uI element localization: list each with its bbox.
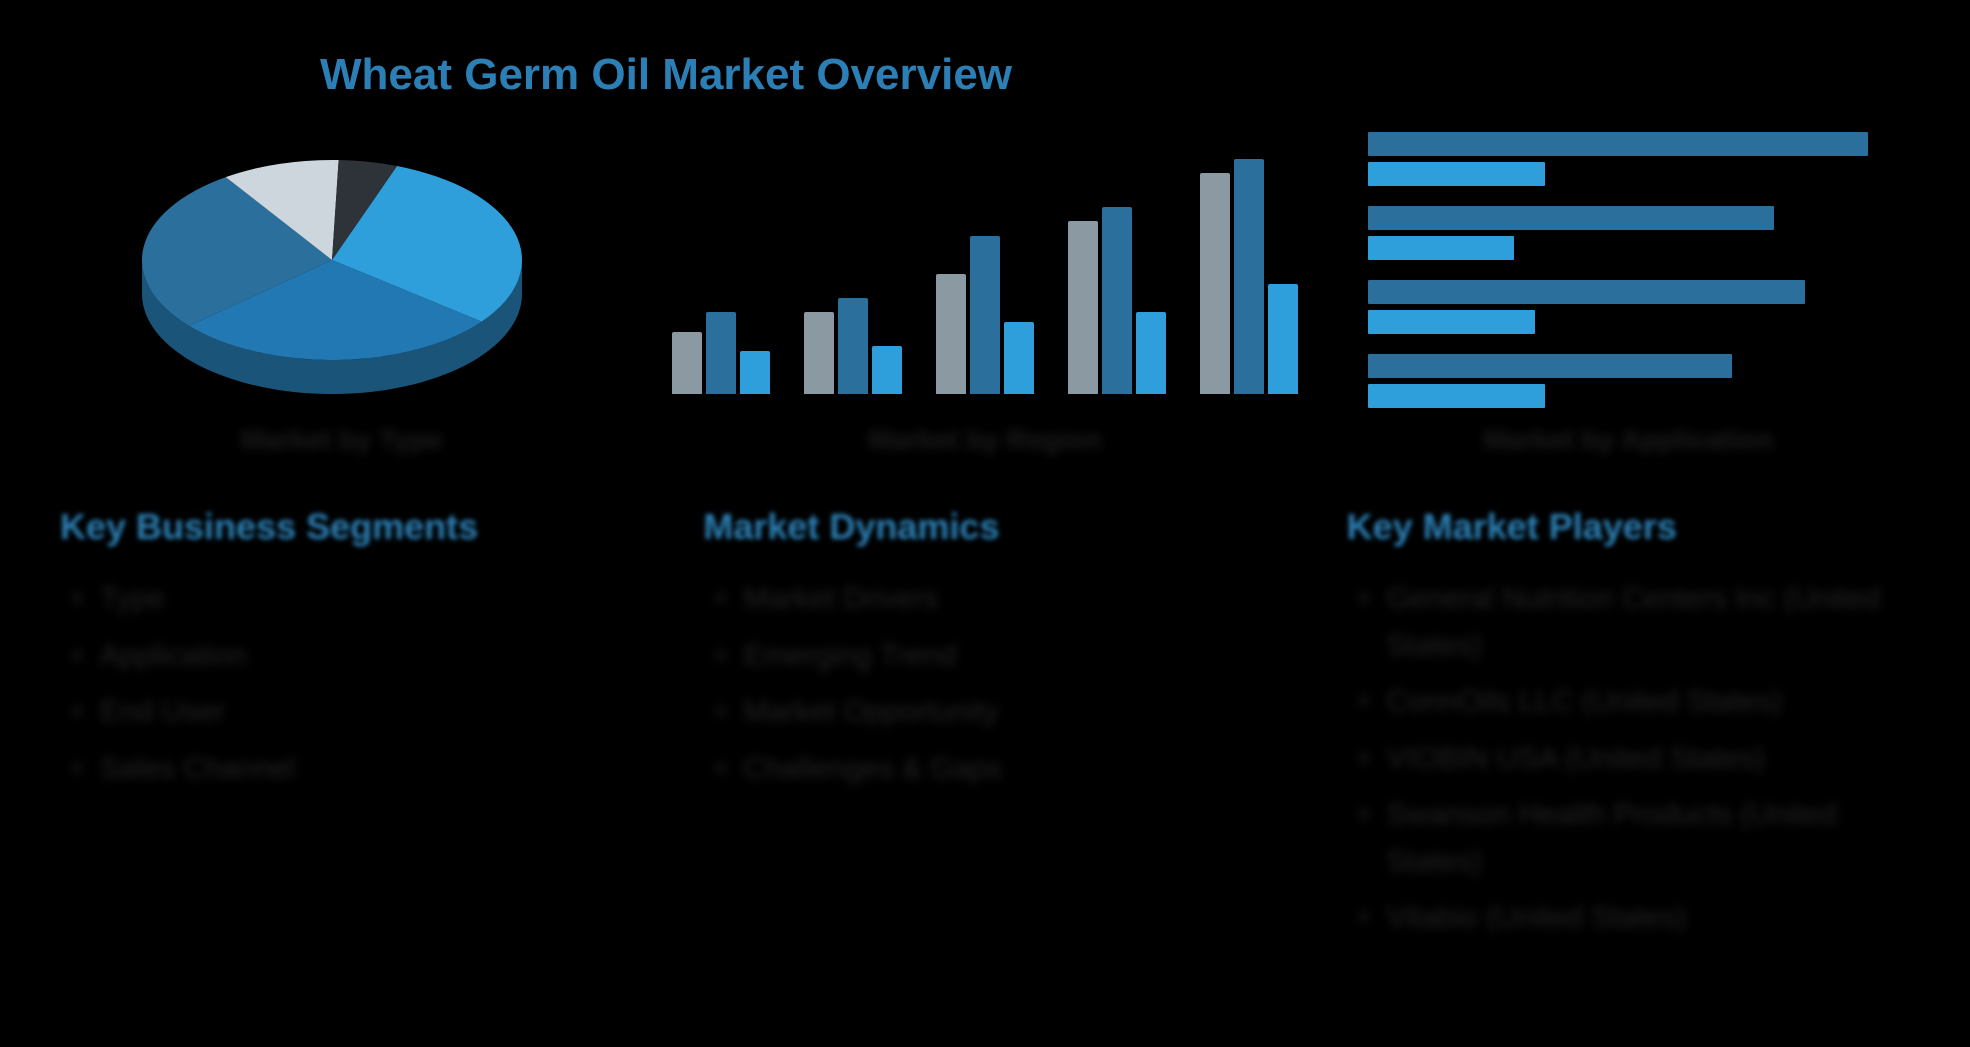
bar-group [672, 312, 770, 394]
list-item: Challenges & Gaps [743, 746, 1266, 793]
list-item: Sales Channel [100, 746, 623, 793]
hbar [1368, 280, 1805, 304]
hbar-chart-block: Market by Application [1347, 140, 1910, 456]
hbar-pair [1368, 132, 1908, 186]
hbar-pair [1368, 206, 1908, 260]
list-item: Market Opportunity [743, 689, 1266, 736]
bar [1004, 322, 1034, 394]
hbar [1368, 132, 1867, 156]
players-heading: Key Market Players [1347, 506, 1910, 548]
hbar-pair [1368, 354, 1908, 408]
bar [1200, 173, 1230, 394]
bar-group [1068, 207, 1166, 394]
list-item: Type [100, 576, 623, 623]
list-item: VIOBIN USA (United States) [1387, 736, 1910, 783]
bar-group [804, 298, 902, 394]
hbar [1368, 236, 1514, 260]
bar [1068, 221, 1098, 394]
bar [1268, 284, 1298, 394]
pie-chart-block: Market by Type [60, 140, 623, 456]
dynamics-list: Market Drivers Emerging Trend Market Oppor… [703, 576, 1266, 792]
dynamics-heading: Market Dynamics [703, 506, 1266, 548]
segments-heading: Key Business Segments [60, 506, 623, 548]
hbar-chart [1348, 140, 1908, 400]
list-item: General Nutrition Centers Inc (United St… [1387, 576, 1910, 669]
hbar [1368, 206, 1774, 230]
players-list: General Nutrition Centers Inc (United St… [1347, 576, 1910, 942]
list-item: ConnOils LLC (United States) [1387, 679, 1910, 726]
bar-group [936, 236, 1034, 394]
bar [970, 236, 1000, 394]
pie-chart [122, 140, 562, 400]
dynamics-block: Market Dynamics Market Drivers Emerging T… [703, 506, 1266, 952]
bar [838, 298, 868, 394]
hbar-pair [1368, 280, 1908, 334]
list-item: Swanson Health Products (United States) [1387, 792, 1910, 885]
segments-list: Type Application End User Sales Channel [60, 576, 623, 792]
lists-row: Key Business Segments Type Application End… [60, 506, 1910, 952]
list-item: Vitabio (United States) [1387, 895, 1910, 942]
bar [804, 312, 834, 394]
bar-group [1200, 159, 1298, 394]
bar [1234, 159, 1264, 394]
bar-chart-block: Market by Region [703, 140, 1266, 456]
list-item: Market Drivers [743, 576, 1266, 623]
hbar [1368, 354, 1732, 378]
hbar [1368, 384, 1545, 408]
bar-chart [725, 140, 1245, 400]
bar-caption: Market by Region [868, 424, 1101, 456]
pie-caption: Market by Type [241, 424, 443, 456]
bar [740, 351, 770, 394]
list-item: End User [100, 689, 623, 736]
hbar [1368, 310, 1534, 334]
list-item: Application [100, 633, 623, 680]
bar [1136, 312, 1166, 394]
hbar-caption: Market by Application [1483, 424, 1773, 456]
bar [936, 274, 966, 394]
page-title: Wheat Germ Oil Market Overview [320, 50, 1910, 100]
bar [872, 346, 902, 394]
bar [706, 312, 736, 394]
segments-block: Key Business Segments Type Application End… [60, 506, 623, 952]
list-item: Emerging Trend [743, 633, 1266, 680]
hbar [1368, 162, 1545, 186]
players-block: Key Market Players General Nutrition Cen… [1347, 506, 1910, 952]
bar [1102, 207, 1132, 394]
bar [672, 332, 702, 394]
charts-row: Market by Type Market by Region Market b… [60, 140, 1910, 456]
